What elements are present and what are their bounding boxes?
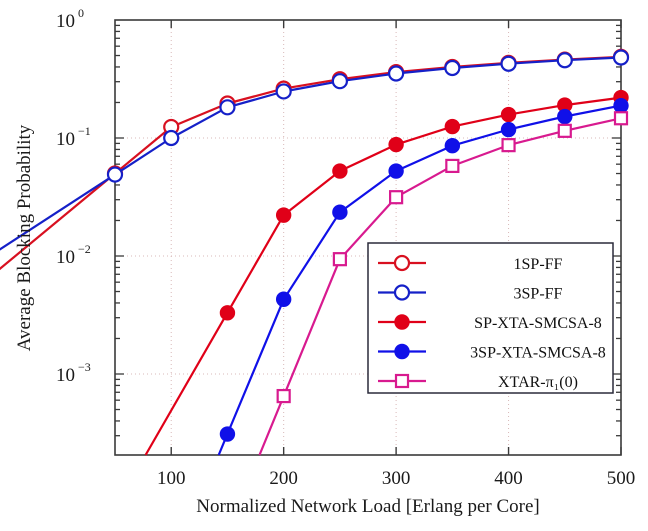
data-point-marker	[388, 163, 404, 179]
series-1	[0, 49, 630, 251]
data-series-layer	[0, 48, 630, 456]
x-tick-label: 200	[269, 468, 298, 489]
chart-legend: 1SP-FF 3SP-FF SP-XTA-SMCSA-8 3SP-XTA-SMCSA-…	[367, 242, 614, 394]
legend-items: 1SP-FF 3SP-FF SP-XTA-SMCSA-8 3SP-XTA-SMCSA-…	[378, 254, 606, 391]
x-axis-label: Normalized Network Load [Erlang per Core…	[196, 496, 539, 517]
axis-ticks	[115, 20, 622, 455]
svg-text:10: 10	[56, 129, 75, 150]
svg-text:−3: −3	[78, 360, 91, 374]
data-point-marker	[219, 426, 236, 442]
data-point-marker	[444, 118, 461, 135]
svg-text:10: 10	[56, 247, 75, 268]
x-tick-label: 500	[607, 468, 636, 489]
data-point-marker	[556, 52, 573, 69]
y-tick-label: 10 −1	[56, 124, 91, 150]
data-point-marker	[106, 166, 124, 183]
legend-label: SP-XTA-SMCSA-8	[474, 315, 602, 332]
data-point-marker	[557, 108, 573, 125]
data-point-marker	[445, 158, 460, 174]
data-point-marker	[444, 59, 461, 77]
svg-text:0: 0	[78, 6, 84, 20]
data-point-marker	[332, 204, 348, 220]
data-point-marker	[332, 252, 347, 267]
data-point-marker	[613, 97, 629, 114]
legend-entry-4: XTAR-π₁(0)	[378, 373, 578, 391]
data-point-marker	[331, 73, 348, 90]
series-3	[217, 97, 629, 456]
svg-text:10: 10	[56, 11, 75, 32]
legend-label: 3SP-XTA-SMCSA-8	[470, 345, 606, 362]
data-point-marker	[332, 163, 348, 179]
series-line	[258, 117, 622, 456]
svg-text:−2: −2	[78, 242, 91, 256]
data-point-marker	[393, 254, 411, 272]
data-point-marker	[275, 83, 292, 100]
y-axis-label: Average Blocking Probability	[14, 124, 35, 351]
data-point-marker	[394, 314, 410, 330]
legend-entry-1: 3SP-FF	[378, 284, 563, 303]
legend-entry-0: 1SP-FF	[378, 254, 563, 273]
data-point-marker	[388, 136, 404, 153]
x-tick-labels: 100 200 300 400 500	[157, 468, 635, 489]
legend-label: 1SP-FF	[514, 256, 563, 273]
data-point-marker	[444, 138, 461, 154]
data-point-marker	[219, 99, 236, 116]
data-point-marker	[500, 121, 517, 138]
data-point-marker	[501, 138, 516, 153]
data-point-marker	[275, 207, 292, 223]
plot-frame	[114, 19, 622, 456]
data-point-marker	[276, 388, 291, 404]
data-point-marker	[500, 106, 517, 123]
data-point-marker	[612, 49, 630, 66]
y-tick-label: 10 −2	[56, 242, 91, 268]
data-point-marker	[275, 291, 292, 307]
series-2	[144, 89, 629, 456]
data-point-marker	[394, 343, 410, 360]
series-4	[258, 111, 629, 456]
data-point-marker	[389, 190, 404, 205]
x-tick-label: 400	[494, 468, 523, 489]
legend-label: XTAR-π₁(0)	[498, 374, 578, 391]
data-point-marker	[219, 305, 236, 321]
y-tick-label: 10 0	[56, 6, 84, 32]
data-point-marker	[500, 55, 517, 72]
svg-text:−1: −1	[78, 124, 91, 138]
legend-label: 3SP-FF	[514, 286, 563, 303]
legend-box	[367, 242, 614, 394]
x-tick-label: 300	[382, 468, 411, 489]
data-point-marker	[394, 373, 410, 389]
legend-entry-3: 3SP-XTA-SMCSA-8	[378, 343, 606, 362]
data-point-marker	[388, 65, 405, 82]
x-tick-label: 100	[157, 468, 186, 489]
y-tick-label: 10 −3	[56, 360, 91, 386]
svg-text:10: 10	[56, 365, 75, 386]
data-point-marker	[163, 129, 180, 147]
data-point-marker	[557, 123, 572, 138]
legend-entry-2: SP-XTA-SMCSA-8	[378, 314, 602, 332]
data-point-marker	[613, 111, 629, 126]
data-point-marker	[393, 284, 411, 301]
